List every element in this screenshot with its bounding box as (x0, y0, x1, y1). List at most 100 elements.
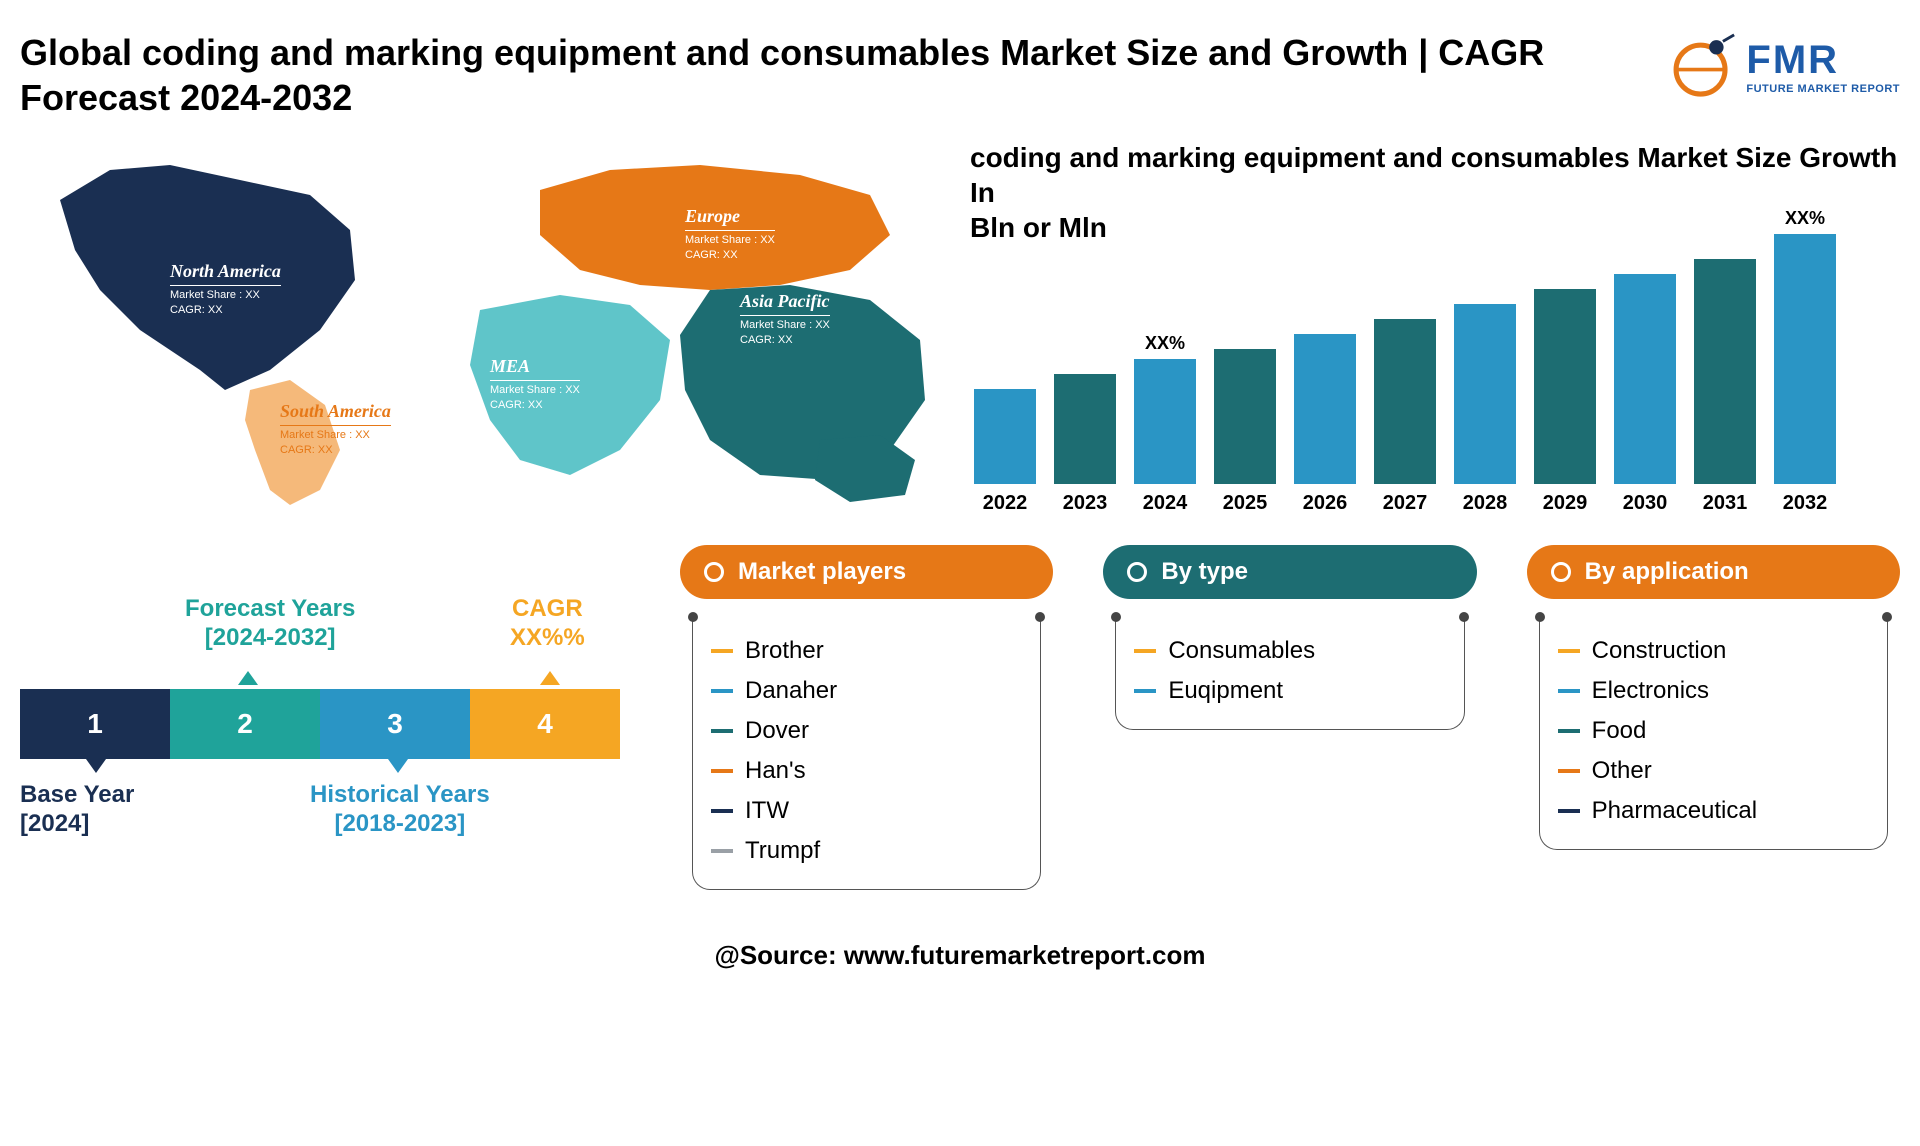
region-label-na: North AmericaMarket Share : XXCAGR: XX (170, 260, 281, 317)
bar-2031: 2031 (1690, 233, 1760, 515)
world-map: North AmericaMarket Share : XXCAGR: XX So… (20, 140, 950, 510)
list-item: Euqipment (1134, 671, 1445, 711)
item-text: Electronics (1592, 677, 1709, 705)
item-text: Consumables (1168, 637, 1315, 665)
chevron-right-icon (152, 689, 170, 759)
item-text: Brother (745, 637, 824, 665)
bar-rect (1694, 259, 1756, 484)
category-0: Market players Brother Danaher Dover Han's IT… (680, 545, 1053, 890)
historical-label: Historical Years [2018-2023] (310, 781, 490, 839)
tick-icon (1558, 689, 1580, 693)
bar-rect (1214, 349, 1276, 484)
arrow-down-icon (388, 759, 408, 773)
list-item: Danaher (711, 671, 1022, 711)
timeline-seg-1: 1 (20, 689, 170, 759)
category-1: By type Consumables Euqipment (1103, 545, 1476, 890)
cagr-label: CAGR XX%% (510, 595, 585, 653)
tick-icon (711, 769, 733, 773)
tick-icon (711, 649, 733, 653)
bar-2026: 2026 (1290, 308, 1360, 515)
list-item: Consumables (1134, 631, 1445, 671)
category-header: By application (1527, 545, 1900, 599)
bar-2025: 2025 (1210, 323, 1280, 515)
chevron-right-icon (452, 689, 470, 759)
item-text: Dover (745, 717, 809, 745)
bar-2028: 2028 (1450, 278, 1520, 515)
bar-year-label: 2025 (1223, 492, 1268, 515)
item-text: Construction (1592, 637, 1727, 665)
list-item: Food (1558, 711, 1869, 751)
tick-icon (1558, 729, 1580, 733)
tick-icon (711, 729, 733, 733)
timeline-seg-3: 3 (320, 689, 470, 759)
list-item: Dover (711, 711, 1022, 751)
arrow-up-icon (238, 671, 258, 685)
forecast-label: Forecast Years [2024-2032] (185, 595, 355, 653)
item-text: Han's (745, 757, 806, 785)
category-header: Market players (680, 545, 1053, 599)
item-text: ITW (745, 797, 789, 825)
timeline-seg-4: 4 (470, 689, 620, 759)
tick-icon (711, 689, 733, 693)
bar-top-label: XX% (1145, 333, 1185, 355)
chart-title: coding and marking equipment and consuma… (970, 140, 1900, 245)
list-item: Han's (711, 751, 1022, 791)
chart-bars: 2022 2023XX% 2024 2025 2026 2027 2028 20… (970, 255, 1900, 515)
logo-text-sub: FUTURE MARKET REPORT (1746, 83, 1900, 95)
base-year-label: Base Year [2024] (20, 781, 134, 839)
list-item: Pharmaceutical (1558, 791, 1869, 831)
logo-globe-icon (1666, 30, 1738, 102)
timeline-block: Forecast Years [2024-2032] CAGR XX%% 123… (20, 545, 640, 861)
tick-icon (1558, 809, 1580, 813)
item-text: Trumpf (745, 837, 820, 865)
tick-icon (711, 809, 733, 813)
bar-2029: 2029 (1530, 263, 1600, 515)
bar-rect (1534, 289, 1596, 484)
item-text: Pharmaceutical (1592, 797, 1757, 825)
item-text: Other (1592, 757, 1652, 785)
arrow-up-icon (540, 671, 560, 685)
category-2: By application Construction Electronics Foo… (1527, 545, 1900, 890)
arrow-down-icon (86, 759, 106, 773)
category-body: Brother Danaher Dover Han's ITW Trumpf (692, 617, 1041, 890)
bar-year-label: 2026 (1303, 492, 1348, 515)
tick-icon (711, 849, 733, 853)
bar-2027: 2027 (1370, 293, 1440, 515)
bar-year-label: 2027 (1383, 492, 1428, 515)
source-attribution: @Source: www.futuremarketreport.com (20, 940, 1900, 971)
region-label-mea: MEAMarket Share : XXCAGR: XX (490, 355, 580, 412)
bar-2022: 2022 (970, 363, 1040, 515)
bar-2024: XX% 2024 (1130, 333, 1200, 515)
bar-top-label: XX% (1785, 208, 1825, 230)
bar-year-label: 2030 (1623, 492, 1668, 515)
category-header: By type (1103, 545, 1476, 599)
header: Global coding and marking equipment and … (20, 30, 1900, 120)
bar-year-label: 2031 (1703, 492, 1748, 515)
bar-rect (1774, 234, 1836, 484)
bar-2032: XX% 2032 (1770, 208, 1840, 515)
fmr-logo: FMR FUTURE MARKET REPORT (1666, 30, 1900, 102)
list-item: Brother (711, 631, 1022, 671)
bar-rect (1294, 334, 1356, 484)
item-text: Euqipment (1168, 677, 1283, 705)
page-title: Global coding and marking equipment and … (20, 30, 1580, 120)
list-item: ITW (711, 791, 1022, 831)
tick-icon (1134, 689, 1156, 693)
category-body: Construction Electronics Food Other Pharmace… (1539, 617, 1888, 850)
list-item: Other (1558, 751, 1869, 791)
tick-icon (1558, 649, 1580, 653)
bar-year-label: 2029 (1543, 492, 1588, 515)
list-item: Electronics (1558, 671, 1869, 711)
growth-bar-chart: coding and marking equipment and consuma… (970, 140, 1900, 515)
region-label-ap: Asia PacificMarket Share : XXCAGR: XX (740, 290, 830, 347)
bar-rect (1454, 304, 1516, 484)
item-text: Danaher (745, 677, 837, 705)
bar-rect (1134, 359, 1196, 484)
bar-rect (974, 389, 1036, 484)
list-item: Construction (1558, 631, 1869, 671)
region-ap-aus (815, 435, 915, 502)
tick-icon (1134, 649, 1156, 653)
region-label-eu: EuropeMarket Share : XXCAGR: XX (685, 205, 775, 262)
bar-rect (1374, 319, 1436, 484)
region-label-sa: South AmericaMarket Share : XXCAGR: XX (280, 400, 391, 457)
